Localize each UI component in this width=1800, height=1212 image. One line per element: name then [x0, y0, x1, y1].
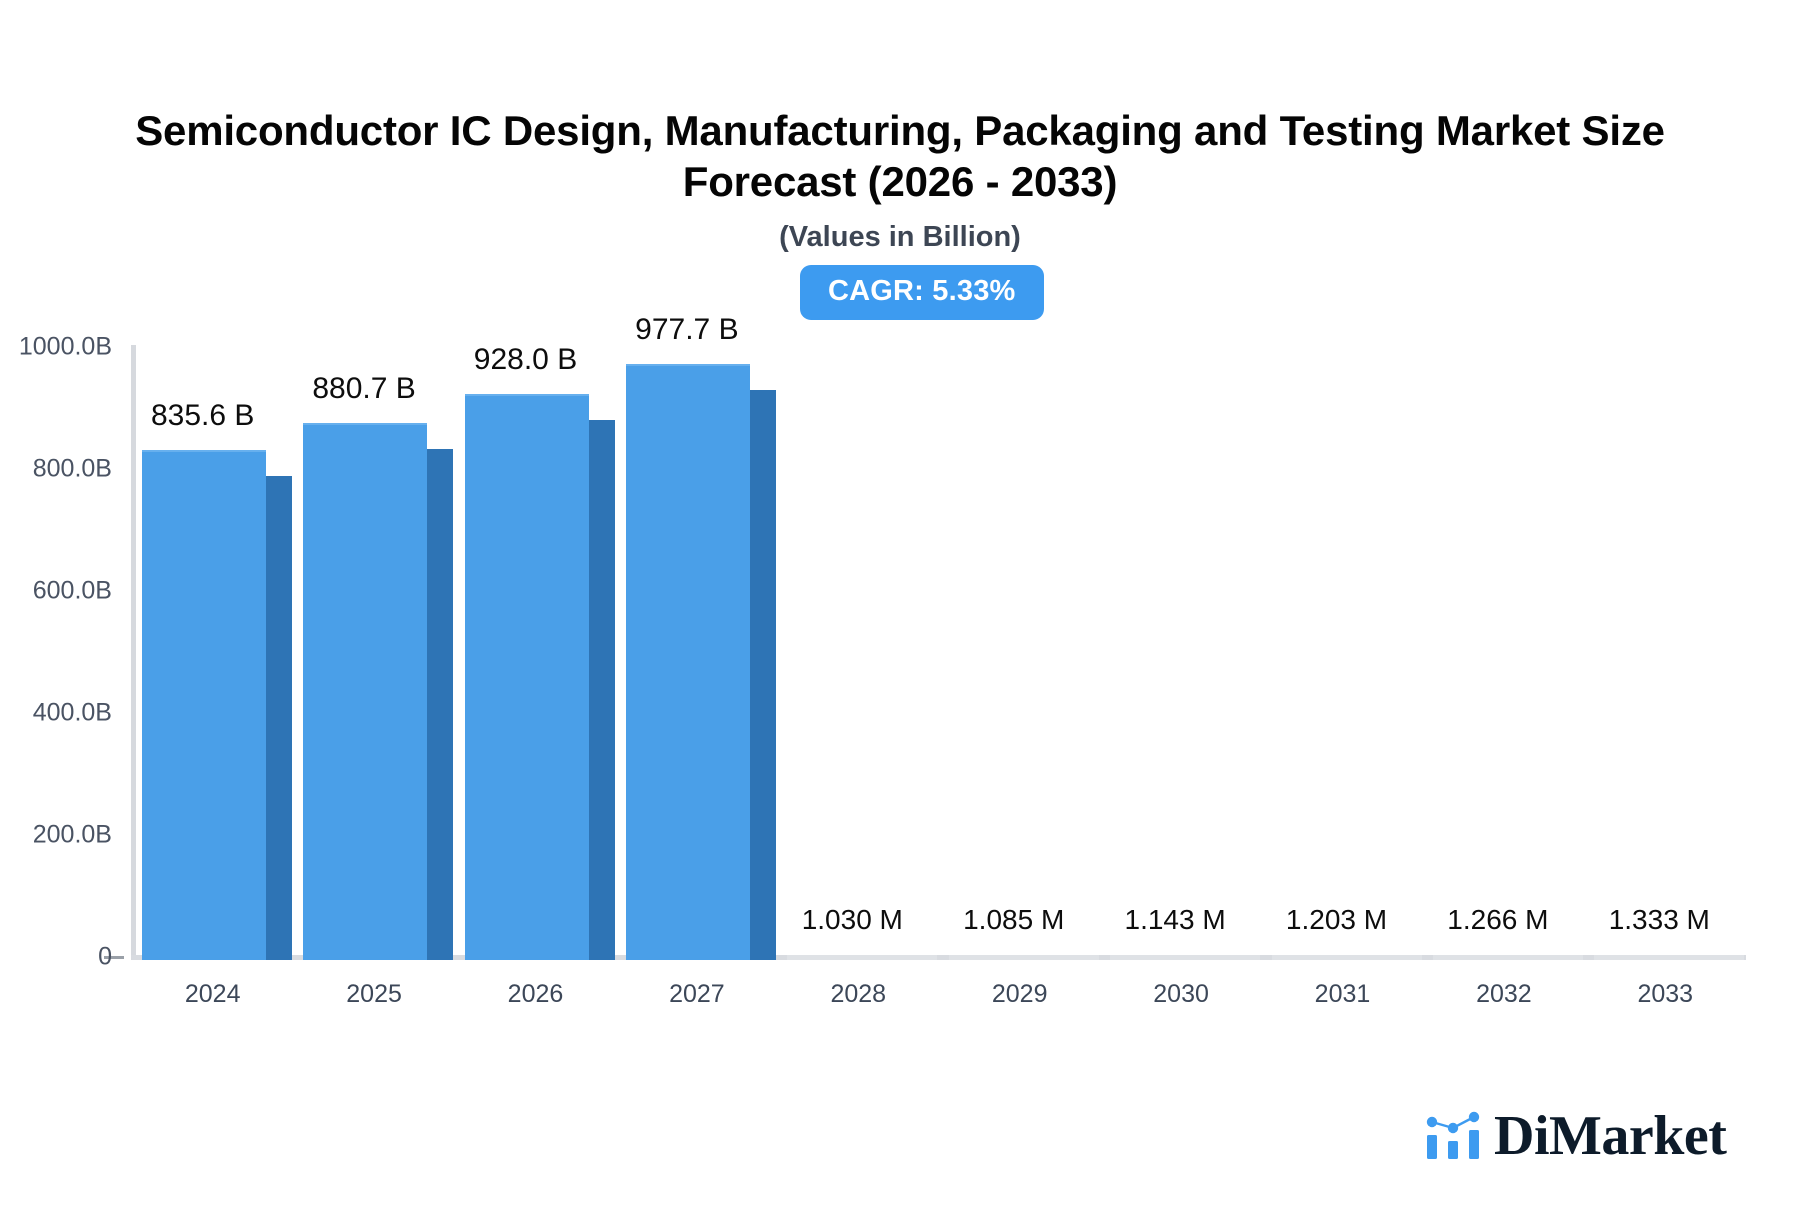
bar-top-bevel — [588, 393, 615, 420]
bar-value-label: 835.6 B — [150, 399, 255, 433]
bar-2029[interactable] — [948, 955, 1099, 960]
x-axis-tick-label: 2031 — [1314, 980, 1371, 1008]
x-axis-tick-label: 2025 — [346, 980, 402, 1008]
bar-top-bevel — [749, 363, 776, 390]
bar-value-label: 1.085 M — [963, 904, 1065, 935]
bar-chart-logo-icon — [1426, 1111, 1480, 1159]
bar-top-bevel — [427, 422, 454, 449]
bar-value-label: 1.266 M — [1447, 904, 1549, 935]
y-axis-tick-label: 800.0B — [32, 454, 112, 483]
bar-side-face — [749, 389, 776, 960]
bar-value-label: 1.333 M — [1608, 904, 1710, 935]
y-axis-tick-label: 600.0B — [32, 576, 112, 605]
x-axis-tick-label: 2027 — [669, 980, 725, 1008]
bar-value-label: 977.7 B — [635, 312, 739, 346]
bar-2027[interactable] — [625, 363, 776, 960]
y-axis-tick-label: 1000.0B — [18, 332, 112, 361]
bar-value-label: 880.7 B — [312, 371, 416, 405]
cagr-badge: CAGR: 5.33% — [800, 265, 1044, 320]
bar-front-face — [303, 422, 428, 960]
bar-front-face — [464, 393, 589, 960]
bar-side-face — [588, 419, 615, 960]
bar-value-label: 928.0 B — [473, 342, 578, 376]
y-axis-tick-label: 200.0B — [32, 820, 112, 849]
bar-2032[interactable] — [1432, 955, 1583, 960]
bar-top-bevel — [265, 450, 292, 477]
bar-side-face — [427, 448, 454, 960]
bar-value-label: 1.203 M — [1285, 904, 1388, 935]
x-axis-tick-label: 2028 — [830, 980, 887, 1008]
x-axis-tick-label: 2029 — [991, 980, 1048, 1008]
y-axis-zero-tick — [104, 956, 124, 959]
dimarket-logo: DiMarket — [1424, 1105, 1727, 1167]
y-axis-line — [131, 345, 136, 957]
x-axis-tick-label: 2032 — [1476, 980, 1532, 1008]
bar-2028[interactable] — [787, 955, 938, 960]
chart-subtitle: (Values in Billion) — [779, 221, 1021, 254]
x-axis-tick-label: 2030 — [1153, 980, 1209, 1008]
bar-2025[interactable] — [303, 422, 454, 960]
bar-2024[interactable] — [141, 450, 292, 960]
bar-2030[interactable] — [1110, 955, 1261, 960]
bar-value-label: 1.143 M — [1124, 904, 1226, 935]
x-axis-tick-label: 2026 — [507, 980, 564, 1008]
bar-2026[interactable] — [464, 393, 615, 960]
bar-2033[interactable] — [1594, 955, 1745, 960]
bar-front-face — [141, 450, 266, 960]
x-axis-line — [131, 955, 1746, 960]
x-axis-tick-label: 2024 — [184, 980, 241, 1008]
bar-2031[interactable] — [1271, 955, 1422, 960]
title-block: Semiconductor IC Design, Manufacturing, … — [100, 105, 1700, 254]
y-axis-tick-label: 0 — [98, 942, 112, 971]
chart-title: Semiconductor IC Design, Manufacturing, … — [135, 107, 1665, 206]
bar-side-face — [265, 476, 292, 960]
logo-wordmark: DiMarket — [1494, 1105, 1727, 1167]
bar-front-face — [625, 363, 750, 960]
x-axis-tick-label: 2033 — [1637, 980, 1694, 1008]
y-axis-tick-label: 400.0B — [32, 698, 112, 727]
bar-value-label: 1.030 M — [801, 904, 903, 935]
